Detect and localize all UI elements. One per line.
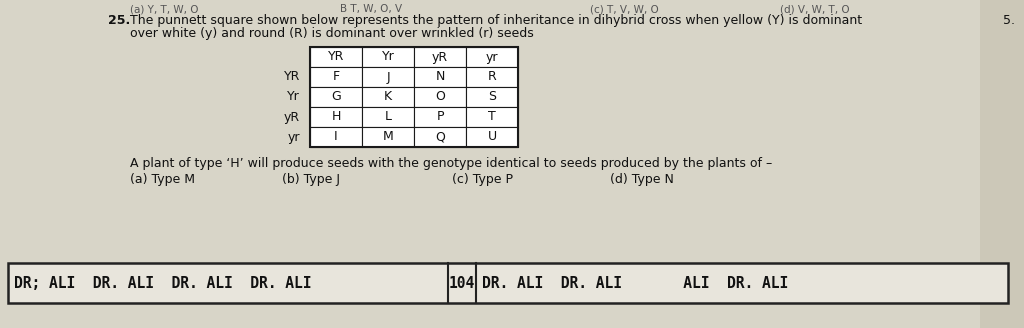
Bar [362,107,414,127]
Text: I: I [334,131,338,144]
Bar [414,107,466,127]
Text: (c) Type P: (c) Type P [452,173,513,186]
Text: N: N [435,71,444,84]
Text: A plant of type ‘H’ will produce seeds with the genotype identical to seeds prod: A plant of type ‘H’ will produce seeds w… [130,157,772,170]
Text: Yr: Yr [288,91,300,104]
Text: (b) Type J: (b) Type J [282,173,340,186]
Text: L: L [384,111,391,124]
Bar [362,87,414,107]
Bar [310,47,362,67]
Text: R: R [487,71,497,84]
Bar [362,47,414,67]
Text: (a) Type M: (a) Type M [130,173,195,186]
Text: (c) T, V, W, O: (c) T, V, W, O [590,4,658,14]
Text: DR. ALI  DR. ALI       ALI  DR. ALI: DR. ALI DR. ALI ALI DR. ALI [482,276,788,291]
Bar [466,107,518,127]
Text: YR: YR [328,51,344,64]
Bar [310,47,518,147]
Bar [362,67,414,87]
Text: yR: yR [432,51,449,64]
Text: The punnett square shown below represents the pattern of inheritance in dihybrid: The punnett square shown below represent… [130,14,862,27]
Text: H: H [332,111,341,124]
Text: G: G [331,91,341,104]
Bar [466,87,518,107]
Bar [414,67,466,87]
Text: 25.: 25. [108,14,130,27]
Text: yr: yr [485,51,499,64]
Text: J: J [386,71,390,84]
Text: (d) Type N: (d) Type N [610,173,674,186]
Bar [466,47,518,67]
Text: B T, W, O, V: B T, W, O, V [340,4,402,14]
Text: F: F [333,71,340,84]
Text: yR: yR [284,111,300,124]
Bar [310,87,362,107]
Text: S: S [488,91,496,104]
Text: T: T [488,111,496,124]
Bar [466,67,518,87]
Text: K: K [384,91,392,104]
Bar [310,47,518,147]
Text: M: M [383,131,393,144]
Bar [414,127,466,147]
Text: over white (y) and round (R) is dominant over wrinkled (r) seeds: over white (y) and round (R) is dominant… [130,27,534,40]
Bar [310,127,362,147]
Bar [310,107,362,127]
Text: O: O [435,91,445,104]
Text: P: P [436,111,443,124]
Text: YR: YR [284,71,300,84]
Text: (d) V, W, T, O: (d) V, W, T, O [780,4,850,14]
Bar [414,87,466,107]
Bar [414,47,466,67]
Bar [466,127,518,147]
Bar [8,263,1008,303]
Text: yr: yr [288,131,300,144]
Text: Yr: Yr [382,51,394,64]
Text: U: U [487,131,497,144]
Bar [310,67,362,87]
Text: 5.: 5. [1002,14,1015,27]
Text: Q: Q [435,131,445,144]
Text: (a) Y, T, W, O: (a) Y, T, W, O [130,4,199,14]
Bar [362,127,414,147]
Text: 104: 104 [449,276,475,291]
Text: DR; ALI  DR. ALI  DR. ALI  DR. ALI: DR; ALI DR. ALI DR. ALI DR. ALI [14,276,311,291]
